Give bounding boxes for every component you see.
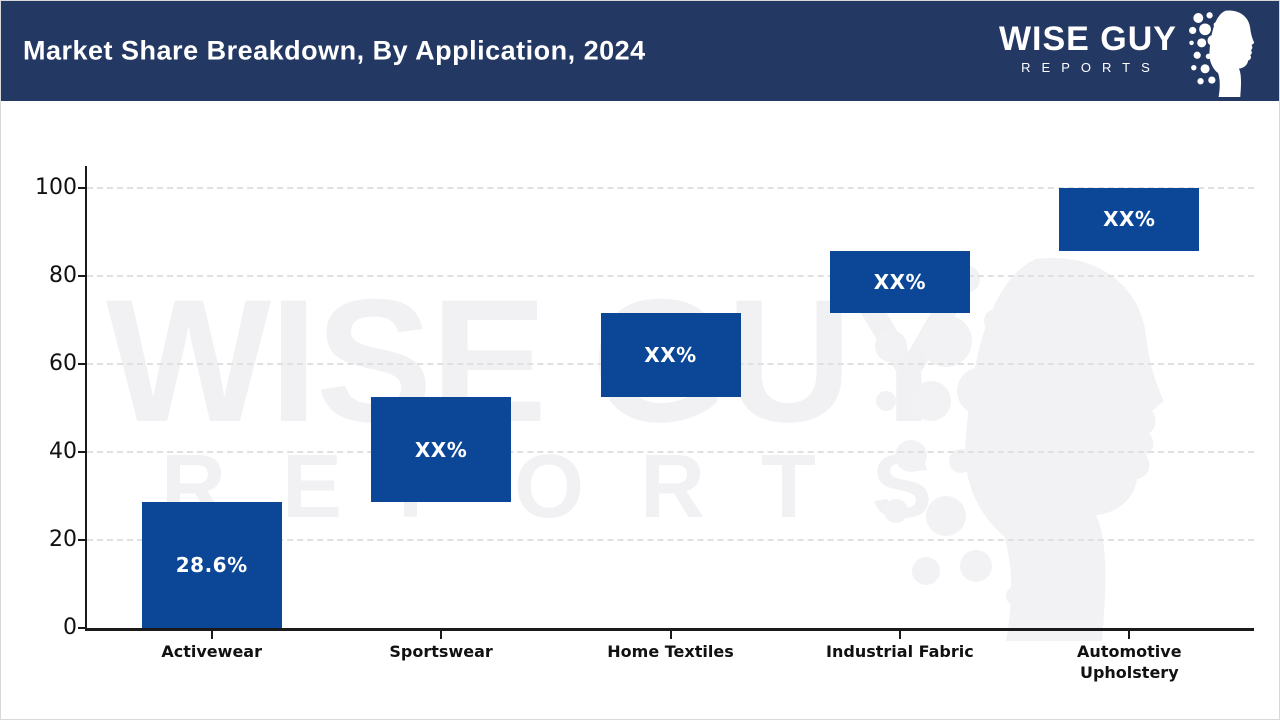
page-title: Market Share Breakdown, By Application, … <box>23 35 646 66</box>
watermark-subtitle: REPORTS <box>161 437 989 537</box>
x-axis-line <box>85 628 1254 631</box>
y-tick-label-100: 100 <box>35 175 77 200</box>
x-category-label-activewear: Activewear <box>161 642 262 661</box>
x-tick-mark-home-textiles <box>669 631 672 639</box>
logo-face-icon <box>1189 10 1255 97</box>
y-axis-line <box>85 166 87 630</box>
x-category-label-sportswear: Sportswear <box>389 642 493 661</box>
y-tick-mark-80 <box>78 275 87 277</box>
x-tick-mark-industrial-fabric <box>898 631 901 639</box>
x-tick-mark-sportswear <box>440 631 443 639</box>
gridline-100 <box>87 187 1254 189</box>
logo-text: WISE GUY REPORTS <box>998 20 1177 76</box>
bar-industrial-fabric: XX% <box>829 250 970 314</box>
bar-activewear: 28.6% <box>141 502 282 628</box>
y-tick-mark-0 <box>78 627 87 629</box>
wise-guy-reports-logo: WISE GUY REPORTS <box>999 7 1265 97</box>
bar-sportswear: XX% <box>371 397 512 503</box>
y-tick-mark-60 <box>78 363 87 365</box>
y-tick-label-0: 0 <box>63 615 77 640</box>
bar-home-textiles: XX% <box>600 313 741 398</box>
bar-value-label-automotive-upholstery: XX% <box>1103 207 1156 232</box>
x-category-label-home-textiles: Home Textiles <box>607 642 734 661</box>
bar-automotive-upholstery: XX% <box>1059 188 1200 251</box>
y-tick-mark-100 <box>78 187 87 189</box>
bar-value-label-activewear: 28.6% <box>175 553 248 578</box>
bar-value-label-home-textiles: XX% <box>644 343 697 368</box>
header-bar: Market Share Breakdown, By Application, … <box>1 1 1279 101</box>
bar-value-label-industrial-fabric: XX% <box>873 270 927 295</box>
y-tick-label-40: 40 <box>49 439 77 464</box>
logo-subtitle: REPORTS <box>1021 60 1161 76</box>
x-category-label-industrial-fabric: Industrial Fabric <box>826 642 974 661</box>
bar-value-label-sportswear: XX% <box>414 437 468 462</box>
y-tick-mark-20 <box>78 539 87 541</box>
gridline-40 <box>87 451 1254 453</box>
y-tick-label-80: 80 <box>49 263 77 288</box>
logo-wordmark: WISE GUY <box>998 20 1177 58</box>
chart-canvas: WISE GUY REPORTS 0 20 40 60 80 100 28.6% Active… <box>1 101 1279 719</box>
y-tick-label-20: 20 <box>49 527 77 552</box>
x-tick-mark-activewear <box>210 631 213 639</box>
x-tick-mark-automotive-upholstery <box>1128 631 1131 639</box>
gridline-20 <box>87 539 1254 541</box>
y-tick-mark-40 <box>78 451 87 453</box>
watermark-wordmark: WISE GUY <box>106 264 967 459</box>
y-tick-label-60: 60 <box>49 351 77 376</box>
gridline-80 <box>87 275 1254 277</box>
x-category-label-automotive-upholstery: Automotive Upholstery <box>1077 642 1182 682</box>
